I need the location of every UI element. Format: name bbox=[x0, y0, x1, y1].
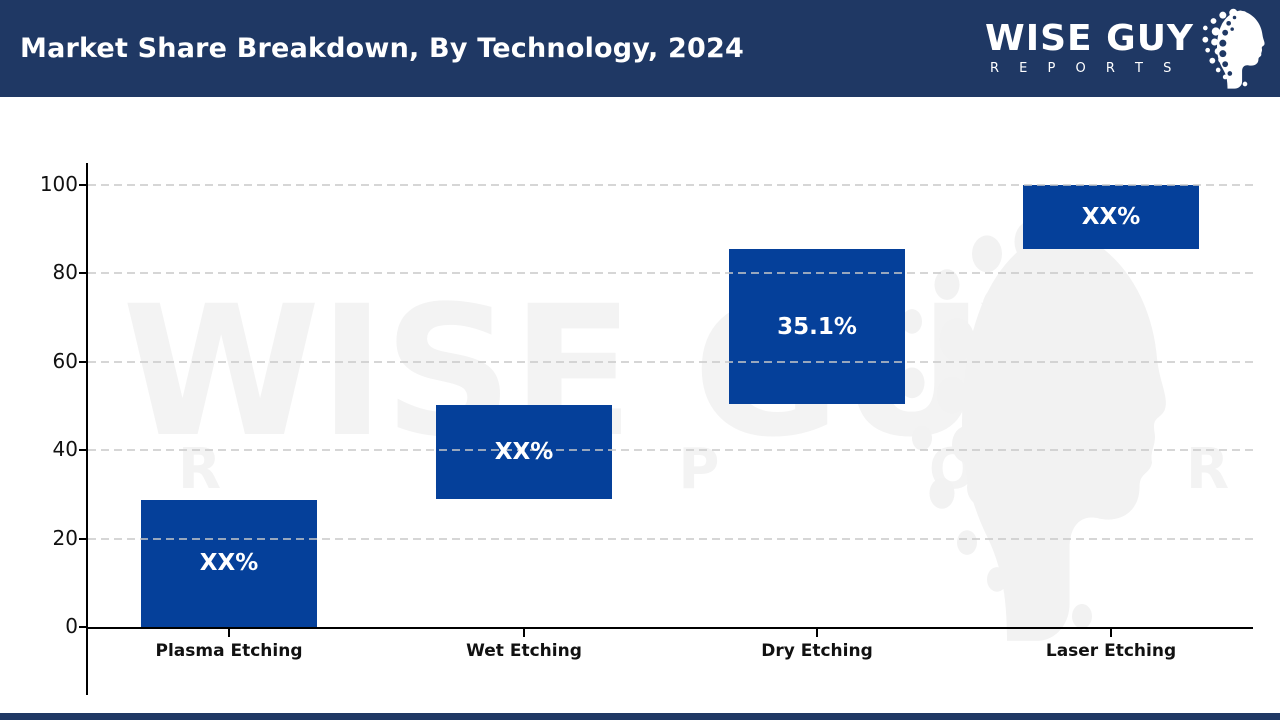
logo-wordmark-line2: R E P O R T S bbox=[989, 61, 1180, 76]
gridline-20 bbox=[88, 537, 1253, 540]
y-tick-mark bbox=[79, 626, 87, 628]
bar-plasma-etching bbox=[141, 499, 317, 627]
y-tick-label: 60 bbox=[52, 348, 78, 373]
y-tick-mark bbox=[79, 449, 87, 451]
x-tick-mark bbox=[816, 629, 818, 637]
y-tick-mark bbox=[79, 183, 87, 186]
logo-face-icon bbox=[1202, 8, 1265, 89]
watermark-face-icon bbox=[899, 220, 1166, 641]
wise-guy-reports-logo: WISE GUY R E P O R T S bbox=[985, 8, 1266, 90]
logo-wordmark: WISE GUY R E P O R T S bbox=[984, 18, 1194, 77]
y-tick-label: 20 bbox=[52, 525, 78, 550]
y-tick-mark bbox=[79, 360, 87, 363]
y-tick-mark bbox=[79, 272, 87, 274]
y-tick-label: 100 bbox=[39, 171, 78, 196]
y-tick-mark bbox=[79, 537, 87, 540]
gridline-100 bbox=[88, 183, 1253, 186]
x-tick-label: Dry Etching bbox=[761, 641, 873, 661]
bar-value-label: XX% bbox=[494, 438, 554, 465]
x-tick-label: Laser Etching bbox=[1045, 641, 1177, 661]
bar-wet-etching bbox=[436, 404, 612, 500]
bar-laser-etching bbox=[1023, 184, 1199, 250]
gridline-40 bbox=[88, 449, 1253, 451]
logo-wordmark-line1: WISE GUY bbox=[984, 18, 1194, 59]
header-bar: Market Share Breakdown, By Technology, 2… bbox=[0, 0, 1280, 97]
bar-dry-etching bbox=[729, 249, 905, 405]
bar-value-label: 35.1% bbox=[777, 313, 857, 340]
x-axis-line bbox=[86, 627, 1253, 629]
footer-bar bbox=[0, 713, 1280, 720]
x-tick-mark bbox=[1110, 629, 1112, 637]
bar-value-label: XX% bbox=[199, 550, 259, 577]
gridline-60 bbox=[88, 360, 1253, 363]
chart-title: Market Share Breakdown, By Technology, 2… bbox=[20, 33, 745, 64]
x-tick-mark bbox=[228, 629, 230, 637]
y-tick-label: 80 bbox=[52, 260, 78, 284]
x-tick-label: Plasma Etching bbox=[155, 641, 303, 661]
bar-value-label: XX% bbox=[1081, 203, 1141, 230]
gridline-80 bbox=[88, 272, 1253, 274]
watermark-wordmark: WISE GUY bbox=[122, 268, 1113, 477]
x-tick-mark bbox=[523, 629, 525, 637]
y-tick-label: 40 bbox=[52, 437, 78, 461]
y-tick-label: 0 bbox=[65, 614, 78, 638]
bar-chart: WISE GUY R E P O R T S 020406080100XX%Pl… bbox=[0, 97, 1280, 713]
y-axis-line bbox=[86, 163, 88, 695]
x-tick-label: Wet Etching bbox=[466, 641, 582, 661]
